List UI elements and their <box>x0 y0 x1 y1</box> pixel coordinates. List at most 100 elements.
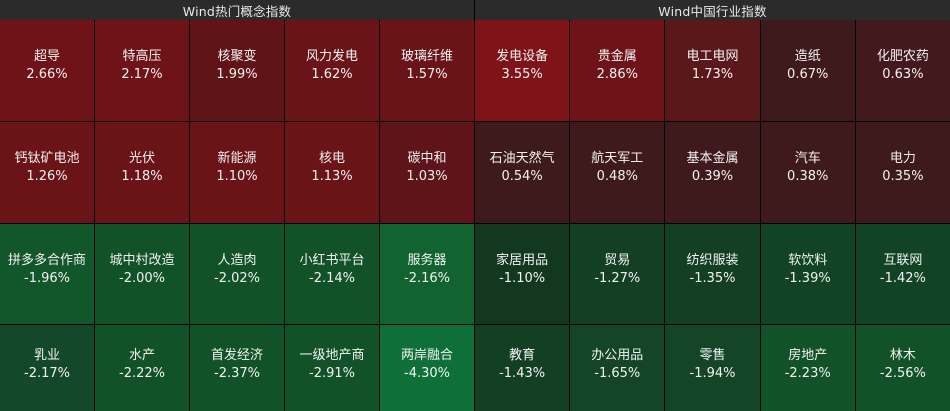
heatmap-tile-label: 首发经济 <box>210 348 263 363</box>
heatmap-tile-label: 小红书平台 <box>299 253 365 268</box>
heatmap-tile[interactable]: 房地产 -2.23% <box>760 325 856 411</box>
heatmap-tile[interactable]: 拼多多合作商 -1.96% <box>0 224 95 324</box>
panel-china-industry: 发电设备 3.55% 贵金属 2.86% 电工电网 1.73% 造纸 0.67% 化肥农药 0.6… <box>475 20 950 411</box>
heatmap-tile[interactable]: 互联网 -1.42% <box>855 224 950 324</box>
heatmap-tile-value: -2.37% <box>214 366 260 381</box>
heatmap-tile[interactable]: 航天军工 0.48% <box>570 122 666 223</box>
heatmap-tile[interactable]: 石油天然气 0.54% <box>475 122 571 223</box>
heatmap-row: 家居用品 -1.10% 贸易 -1.27% 纺织服装 -1.35% 软饮料 -1.39% 互联网… <box>475 224 950 325</box>
heatmap-tile[interactable]: 首发经济 -2.37% <box>190 325 285 411</box>
heatmap-tile[interactable]: 两岸融合 -4.30% <box>380 325 474 411</box>
heatmap-tile-label: 核电 <box>318 151 345 166</box>
heatmap-tile-label: 光伏 <box>128 151 155 166</box>
panel-title-hot-concept: Wind热门概念指数 <box>0 0 475 20</box>
heatmap-tile-value: -2.23% <box>784 366 831 381</box>
heatmap-tile[interactable]: 教育 -1.43% <box>475 325 571 411</box>
heatmap-tile[interactable]: 化肥农药 0.63% <box>855 20 950 121</box>
heatmap-tile-value: -1.94% <box>689 366 736 381</box>
panel-headers: Wind热门概念指数 Wind中国行业指数 <box>0 0 950 20</box>
heatmap-tile-label: 软饮料 <box>788 253 828 268</box>
heatmap-tile[interactable]: 碳中和 1.03% <box>380 122 474 223</box>
heatmap-tile-label: 乳业 <box>33 348 60 363</box>
heatmap-row: 乳业 -2.17% 水产 -2.22% 首发经济 -2.37% 一级地产商 -2.91% 两岸融… <box>0 325 474 411</box>
heatmap-tile-value: 2.66% <box>26 67 68 82</box>
heatmap-row: 石油天然气 0.54% 航天军工 0.48% 基本金属 0.39% 汽车 0.38% 电力 0.3… <box>475 122 950 224</box>
heatmap-tile[interactable]: 超导 2.66% <box>0 20 95 121</box>
heatmap-tile-label: 基本金属 <box>686 151 739 166</box>
heatmap-tile[interactable]: 光伏 1.18% <box>95 122 190 223</box>
heatmap-tile-value: 1.10% <box>216 169 258 184</box>
heatmap-tile-value: -1.35% <box>689 271 736 286</box>
heatmap-tile[interactable]: 办公用品 -1.65% <box>570 325 666 411</box>
heatmap-tile[interactable]: 家居用品 -1.10% <box>475 224 571 324</box>
heatmap-tile-value: -2.14% <box>309 271 355 286</box>
heatmap-tile[interactable]: 基本金属 0.39% <box>665 122 761 223</box>
heatmap-tile[interactable]: 玻璃纤维 1.57% <box>380 20 474 121</box>
heatmap-tile[interactable]: 软饮料 -1.39% <box>760 224 856 324</box>
heatmap-tile-value: 1.99% <box>216 67 258 82</box>
heatmap-tile[interactable]: 乳业 -2.17% <box>0 325 95 411</box>
heatmap-tile-value: 1.03% <box>406 169 448 184</box>
heatmap-tile-label: 化肥农药 <box>876 49 929 64</box>
heatmap-tile-value: 1.26% <box>26 169 68 184</box>
heatmap-tile-label: 纺织服装 <box>686 253 739 268</box>
heatmap-tile[interactable]: 风力发电 1.62% <box>285 20 380 121</box>
heatmap-tile-label: 贸易 <box>604 253 631 268</box>
heatmap-tile[interactable]: 电力 0.35% <box>855 122 950 223</box>
heatmap-tile-value: 1.18% <box>121 169 163 184</box>
heatmap-tile-value: 0.38% <box>787 169 829 184</box>
heatmap-tile-value: -2.16% <box>404 271 450 286</box>
heatmap-tile-label: 超导 <box>33 49 60 64</box>
heatmap-tile[interactable]: 纺织服装 -1.35% <box>665 224 761 324</box>
heatmap-tile-value: 0.48% <box>596 169 638 184</box>
heatmap-tile-label: 人造肉 <box>217 253 257 268</box>
heatmap-tile[interactable]: 新能源 1.10% <box>190 122 285 223</box>
heatmap-tile[interactable]: 服务器 -2.16% <box>380 224 474 324</box>
heatmap-tile-label: 汽车 <box>794 151 821 166</box>
heatmap-row: 拼多多合作商 -1.96% 城中村改造 -2.00% 人造肉 -2.02% 小红书平台 -2.… <box>0 224 474 325</box>
heatmap-tile[interactable]: 水产 -2.22% <box>95 325 190 411</box>
heatmap-tile-value: 2.17% <box>121 67 163 82</box>
heatmap-tile-value: -1.10% <box>499 271 546 286</box>
heatmap-tile-label: 造纸 <box>794 49 821 64</box>
heatmap-tile-label: 房地产 <box>788 348 828 363</box>
heatmap-tile-value: -1.65% <box>594 366 641 381</box>
heatmap-tile-label: 核聚变 <box>217 49 257 64</box>
heatmap-tile[interactable]: 零售 -1.94% <box>665 325 761 411</box>
heatmap-tile[interactable]: 贵金属 2.86% <box>570 20 666 121</box>
heatmap-tile[interactable]: 一级地产商 -2.91% <box>285 325 380 411</box>
heatmap-tile[interactable]: 人造肉 -2.02% <box>190 224 285 324</box>
heatmap-tile[interactable]: 核聚变 1.99% <box>190 20 285 121</box>
heatmap-panels: 超导 2.66% 特高压 2.17% 核聚变 1.99% 风力发电 1.62% 玻璃纤维 1.57… <box>0 20 950 411</box>
heatmap-tile[interactable]: 发电设备 3.55% <box>475 20 571 121</box>
heatmap-tile[interactable]: 林木 -2.56% <box>855 325 950 411</box>
heatmap-tile[interactable]: 核电 1.13% <box>285 122 380 223</box>
heatmap-tile-value: 0.39% <box>691 169 734 184</box>
heatmap-tile-label: 新能源 <box>217 151 257 166</box>
heatmap-tile[interactable]: 贸易 -1.27% <box>570 224 666 324</box>
heatmap-tile-value: 0.67% <box>787 67 829 82</box>
heatmap-tile-label: 发电设备 <box>496 49 549 64</box>
heatmap-row: 教育 -1.43% 办公用品 -1.65% 零售 -1.94% 房地产 -2.23% 林木 -2.… <box>475 325 950 411</box>
heatmap-tile[interactable]: 汽车 0.38% <box>760 122 856 223</box>
heatmap-tile-value: -2.56% <box>879 366 926 381</box>
heatmap-tile-value: -1.39% <box>784 271 831 286</box>
heatmap-tile-label: 办公用品 <box>591 348 644 363</box>
heatmap-tile-label: 城中村改造 <box>109 253 175 268</box>
heatmap-tile-value: -2.22% <box>119 366 165 381</box>
heatmap-tile-label: 水产 <box>128 348 155 363</box>
heatmap-tile[interactable]: 钙钛矿电池 1.26% <box>0 122 95 223</box>
heatmap-row: 钙钛矿电池 1.26% 光伏 1.18% 新能源 1.10% 核电 1.13% 碳中和 1.03% <box>0 122 474 224</box>
heatmap-tile-value: -1.42% <box>879 271 926 286</box>
heatmap-tile[interactable]: 城中村改造 -2.00% <box>95 224 190 324</box>
heatmap-tile-value: 2.86% <box>596 67 638 82</box>
heatmap-tile-label: 一级地产商 <box>299 348 365 363</box>
heatmap-tile[interactable]: 造纸 0.67% <box>760 20 856 121</box>
heatmap-tile[interactable]: 电工电网 1.73% <box>665 20 761 121</box>
heatmap-tile-label: 互联网 <box>883 253 923 268</box>
heatmap-tile-label: 电工电网 <box>686 49 739 64</box>
heatmap-tile-label: 钙钛矿电池 <box>14 151 80 166</box>
heatmap-tile[interactable]: 特高压 2.17% <box>95 20 190 121</box>
heatmap-tile[interactable]: 小红书平台 -2.14% <box>285 224 380 324</box>
heatmap-tile-label: 家居用品 <box>496 253 549 268</box>
